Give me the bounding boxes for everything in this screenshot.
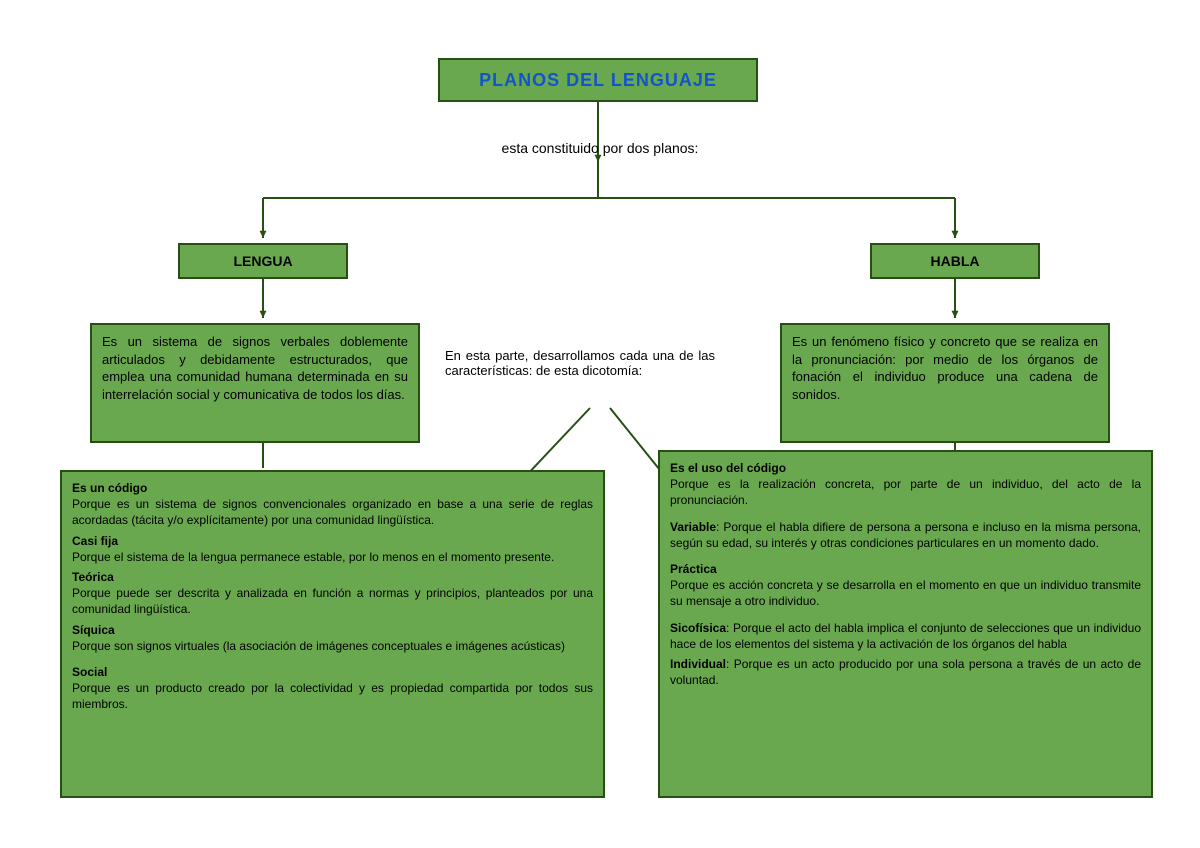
lengua-label-box: LENGUA <box>178 243 348 279</box>
characteristic-item: Es un códigoPorque es un sistema de sign… <box>72 480 593 529</box>
characteristic-item: TeóricaPorque puede ser descrita y anali… <box>72 569 593 618</box>
subtitle-text: esta constituido por dos planos: <box>470 140 730 156</box>
habla-definition: Es un fenómeno físico y concreto que se … <box>792 334 1098 402</box>
habla-label: HABLA <box>931 253 980 269</box>
habla-characteristics-box: Es el uso del códigoPorque es la realiza… <box>658 450 1153 798</box>
lengua-definition-box: Es un sistema de signos verbales dobleme… <box>90 323 420 443</box>
characteristic-item: PrácticaPorque es acción concreta y se d… <box>670 561 1141 610</box>
characteristic-item: SíquicaPorque son signos virtuales (la a… <box>72 622 593 654</box>
mid-text: En esta parte, desarrollamos cada una de… <box>445 348 715 378</box>
lengua-label: LENGUA <box>233 253 292 269</box>
title-text: PLANOS DEL LENGUAJE <box>479 70 717 91</box>
characteristic-item: Sicofísica: Porque el acto del habla imp… <box>670 620 1141 652</box>
lengua-definition: Es un sistema de signos verbales dobleme… <box>102 334 408 402</box>
characteristic-item: SocialPorque es un producto creado por l… <box>72 664 593 713</box>
characteristic-item: Variable: Porque el habla difiere de per… <box>670 519 1141 551</box>
lengua-characteristics-box: Es un códigoPorque es un sistema de sign… <box>60 470 605 798</box>
habla-definition-box: Es un fenómeno físico y concreto que se … <box>780 323 1110 443</box>
characteristic-item: Individual: Porque es un acto producido … <box>670 656 1141 688</box>
characteristic-item: Casi fijaPorque el sistema de la lengua … <box>72 533 593 565</box>
characteristic-item: Es el uso del códigoPorque es la realiza… <box>670 460 1141 509</box>
habla-label-box: HABLA <box>870 243 1040 279</box>
title-box: PLANOS DEL LENGUAJE <box>438 58 758 102</box>
